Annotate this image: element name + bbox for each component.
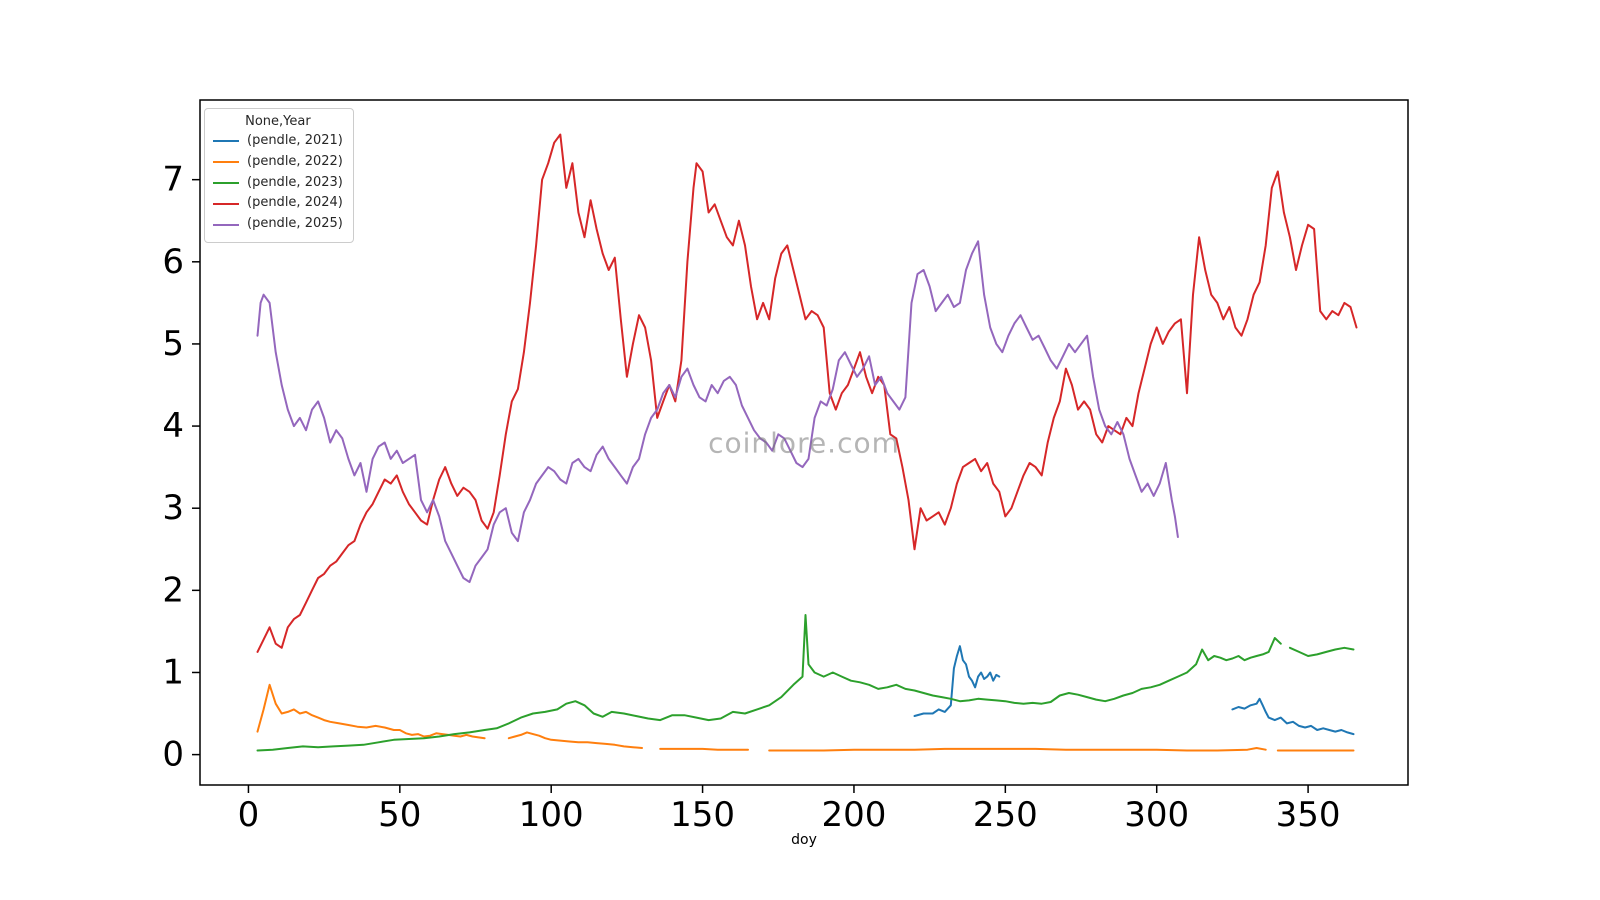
series-line — [1288, 646, 1355, 657]
series-line — [256, 240, 1179, 584]
series-line — [913, 645, 1001, 717]
legend: None,Year (pendle, 2021) (pendle, 2022) (p… — [204, 108, 354, 243]
series-line — [507, 731, 643, 749]
watermark: coinlore.com — [708, 426, 900, 460]
y-tick-label: 6 — [162, 242, 184, 282]
legend-swatch — [213, 161, 239, 164]
legend-item: (pendle, 2021) — [213, 131, 343, 152]
legend-swatch — [213, 202, 239, 205]
legend-item: (pendle, 2025) — [213, 214, 343, 235]
legend-item: (pendle, 2022) — [213, 152, 343, 173]
y-tick-label: 7 — [162, 160, 184, 200]
y-tick-label: 4 — [162, 406, 184, 446]
legend-label: (pendle, 2024) — [247, 195, 343, 211]
x-tick-label: 300 — [1124, 795, 1189, 835]
legend-label: (pendle, 2021) — [247, 133, 343, 148]
series-line — [659, 747, 749, 751]
legend-item: (pendle, 2024) — [213, 193, 343, 214]
x-tick-label: 0 — [238, 795, 260, 835]
x-axis-label: doy — [791, 832, 817, 848]
legend-item: (pendle, 2023) — [213, 173, 343, 194]
y-tick-label: 2 — [162, 570, 184, 610]
legend-swatch — [213, 181, 239, 184]
y-tick-label: 1 — [162, 652, 184, 692]
x-tick-label: 250 — [973, 795, 1038, 835]
x-tick-label: 50 — [378, 795, 421, 835]
series-line — [256, 133, 1358, 653]
legend-label: (pendle, 2023) — [247, 174, 343, 190]
x-tick-label: 350 — [1276, 795, 1341, 835]
series-line — [768, 747, 1267, 752]
series-line — [256, 683, 486, 740]
legend-swatch — [213, 223, 239, 226]
y-tick-label: 3 — [162, 488, 184, 528]
y-tick-label: 5 — [162, 324, 184, 364]
x-tick-label: 200 — [822, 795, 887, 835]
series-line — [256, 614, 1282, 752]
axes-frame — [199, 99, 1409, 786]
series-line — [1231, 697, 1355, 736]
legend-items: (pendle, 2021) (pendle, 2022) (pendle, 202… — [213, 131, 343, 235]
y-tick-label: 0 — [162, 735, 184, 775]
legend-label: (pendle, 2025) — [247, 216, 343, 232]
legend-title: None,Year — [245, 114, 311, 129]
x-tick-label: 150 — [670, 795, 735, 835]
plot-area: 0 50 100 150 200 250 300 350 0 1 2 3 4 5 6 7 — [162, 99, 1409, 835]
x-tick-label: 100 — [519, 795, 584, 835]
legend-label: (pendle, 2022) — [247, 153, 343, 169]
legend-swatch — [213, 140, 239, 143]
